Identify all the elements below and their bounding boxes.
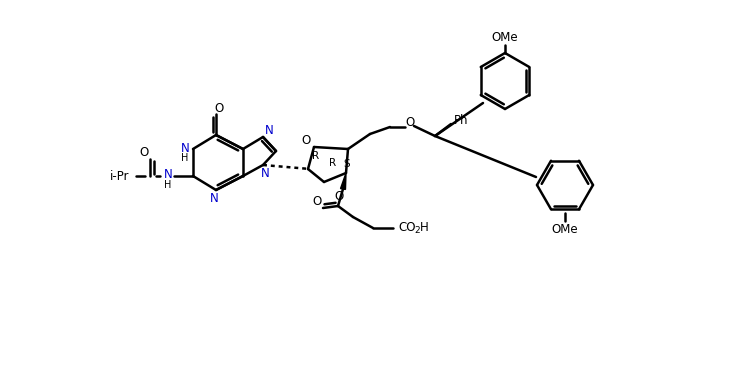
Text: O: O (405, 115, 414, 128)
Text: S: S (344, 159, 350, 169)
Text: O: O (313, 194, 322, 208)
Text: N: N (264, 123, 273, 136)
Text: H: H (420, 221, 428, 234)
Text: 2: 2 (414, 226, 420, 234)
Text: H: H (165, 180, 171, 190)
Text: O: O (140, 146, 149, 158)
Text: R: R (313, 151, 319, 161)
Text: O: O (334, 189, 344, 202)
Text: i-Pr: i-Pr (109, 170, 129, 182)
Text: CO: CO (398, 221, 416, 234)
Text: O: O (214, 101, 223, 115)
Text: N: N (164, 168, 172, 181)
Text: OMe: OMe (492, 30, 519, 43)
Text: R: R (329, 158, 337, 168)
Text: H: H (181, 153, 189, 163)
Text: N: N (180, 141, 190, 155)
Text: Ph: Ph (454, 114, 468, 126)
Text: N: N (260, 166, 270, 179)
Text: O: O (301, 133, 310, 147)
Text: OMe: OMe (552, 223, 578, 235)
Polygon shape (341, 173, 346, 189)
Text: N: N (210, 192, 218, 205)
